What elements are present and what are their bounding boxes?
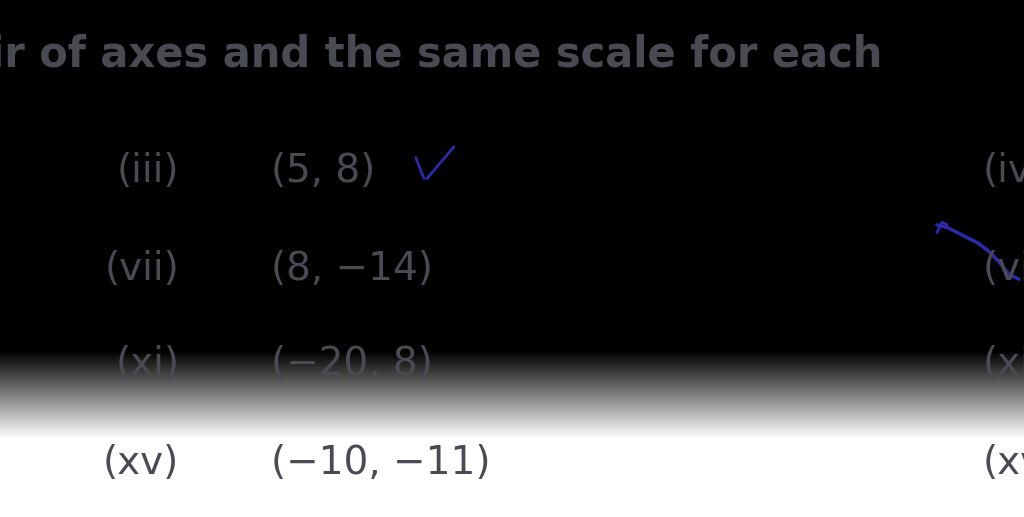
Text: (iv): (iv): [983, 151, 1024, 190]
Text: (8, −14): (8, −14): [271, 250, 433, 288]
Text: (−10, −11): (−10, −11): [271, 444, 490, 482]
Text: (xi): (xi): [115, 345, 179, 384]
Text: (5, 8): (5, 8): [271, 151, 376, 190]
Text: (−20, 8): (−20, 8): [271, 345, 433, 384]
Text: (xv): (xv): [103, 444, 179, 482]
Text: (xii): (xii): [983, 345, 1024, 384]
Text: (xvi): (xvi): [983, 444, 1024, 482]
Text: (vii): (vii): [104, 250, 179, 288]
Text: (viii): (viii): [983, 250, 1024, 288]
Text: (iii): (iii): [117, 151, 179, 190]
Text: ir of axes and the same scale for each: ir of axes and the same scale for each: [0, 33, 882, 75]
